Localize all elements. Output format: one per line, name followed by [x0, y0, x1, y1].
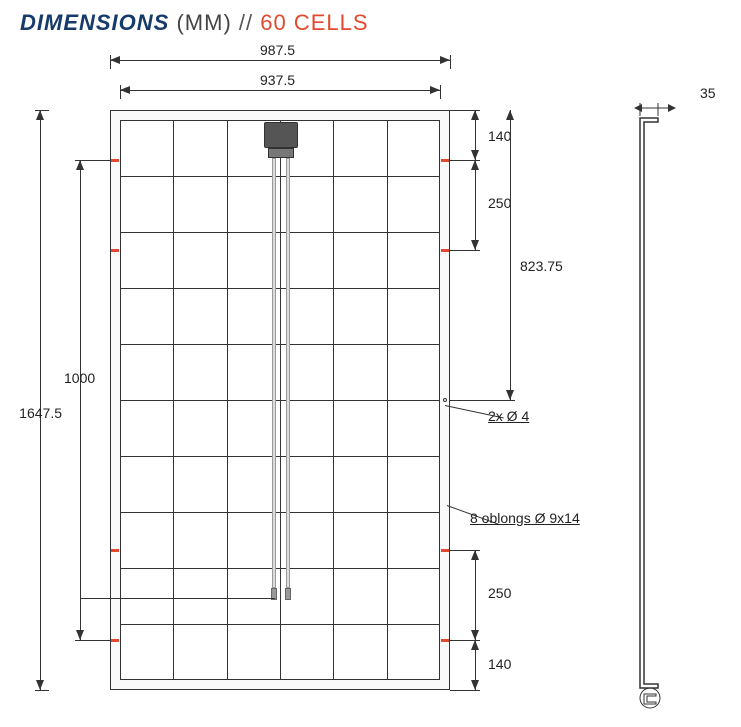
arrow — [471, 110, 479, 120]
drain-hole — [443, 398, 447, 402]
tick — [75, 640, 115, 641]
label-margin-bottom: 140 — [488, 656, 511, 672]
connector-right — [285, 588, 291, 600]
label-profile-depth: 35 — [700, 85, 716, 101]
mounting-slot — [111, 549, 119, 552]
title-bold: DIMENSIONS — [20, 10, 169, 35]
label-holes: 2x Ø 4 — [488, 408, 529, 424]
grid-line — [120, 400, 440, 401]
dim-line-inner-height — [80, 160, 81, 640]
tick — [440, 85, 441, 99]
dim-line-overall-width — [110, 60, 450, 61]
junction-box-connector — [268, 148, 294, 158]
grid-line — [120, 176, 440, 177]
tick — [450, 250, 480, 251]
arrow — [506, 110, 514, 120]
arrow — [471, 150, 479, 160]
label-pitch-bottom: 250 — [488, 585, 511, 601]
arrow — [471, 640, 479, 650]
tick — [450, 55, 451, 69]
mounting-slot — [111, 249, 119, 252]
title-block: DIMENSIONS (MM) // 60 CELLS — [20, 10, 369, 36]
tick — [120, 85, 121, 99]
arrow — [36, 110, 44, 120]
callout-line-cable — [80, 598, 275, 599]
mounting-slot — [111, 159, 119, 162]
mounting-slot — [441, 159, 449, 162]
grid-line — [120, 568, 440, 569]
grid-line — [120, 512, 440, 513]
grid-line — [120, 288, 440, 289]
arrow — [36, 680, 44, 690]
grid-line — [120, 456, 440, 457]
dim-line-overall-height — [40, 110, 41, 690]
grid-line — [120, 232, 440, 233]
arrow — [76, 160, 84, 170]
label-pitch-top: 250 — [488, 195, 511, 211]
arrow — [471, 160, 479, 170]
mounting-slot — [441, 639, 449, 642]
dim-line-span — [510, 110, 511, 400]
tick — [450, 550, 480, 551]
side-profile — [620, 100, 700, 710]
arrow — [76, 630, 84, 640]
label-margin-top: 140 — [488, 128, 511, 144]
label-slots: 8 oblongs Ø 9x14 — [470, 510, 580, 526]
grid-line — [120, 624, 440, 625]
junction-box — [264, 122, 298, 148]
arrow — [440, 56, 450, 64]
cable-right — [286, 158, 290, 588]
arrow — [430, 86, 440, 94]
arrow — [506, 390, 514, 400]
label-span: 823.75 — [520, 258, 563, 274]
arrow — [110, 56, 120, 64]
dim-line-inner-width — [120, 90, 440, 91]
label-inner-width: 937.5 — [260, 72, 295, 88]
title-cells: 60 CELLS — [260, 10, 368, 35]
tick — [450, 690, 480, 691]
cell-grid — [120, 120, 440, 680]
mounting-slot — [441, 249, 449, 252]
tick — [110, 55, 111, 69]
arrow — [471, 550, 479, 560]
tick — [35, 690, 49, 691]
tick — [75, 160, 115, 161]
grid-line — [120, 344, 440, 345]
arrow — [471, 240, 479, 250]
label-overall-width: 987.5 — [260, 42, 295, 58]
label-inner-height: 1000 — [64, 370, 95, 386]
dim-line-pitch-bottom — [475, 550, 476, 640]
arrow — [471, 680, 479, 690]
tick — [35, 110, 49, 111]
arrow — [120, 86, 130, 94]
cable-left — [272, 158, 276, 588]
tick — [450, 400, 515, 401]
arrow — [471, 630, 479, 640]
label-overall-height: 1647.5 — [12, 405, 62, 421]
title-unit: (MM) — [169, 10, 239, 35]
mounting-slot — [441, 549, 449, 552]
dim-line-pitch-top — [475, 160, 476, 250]
mounting-slot — [111, 639, 119, 642]
title-sep: // — [239, 10, 260, 35]
tick — [450, 110, 480, 111]
